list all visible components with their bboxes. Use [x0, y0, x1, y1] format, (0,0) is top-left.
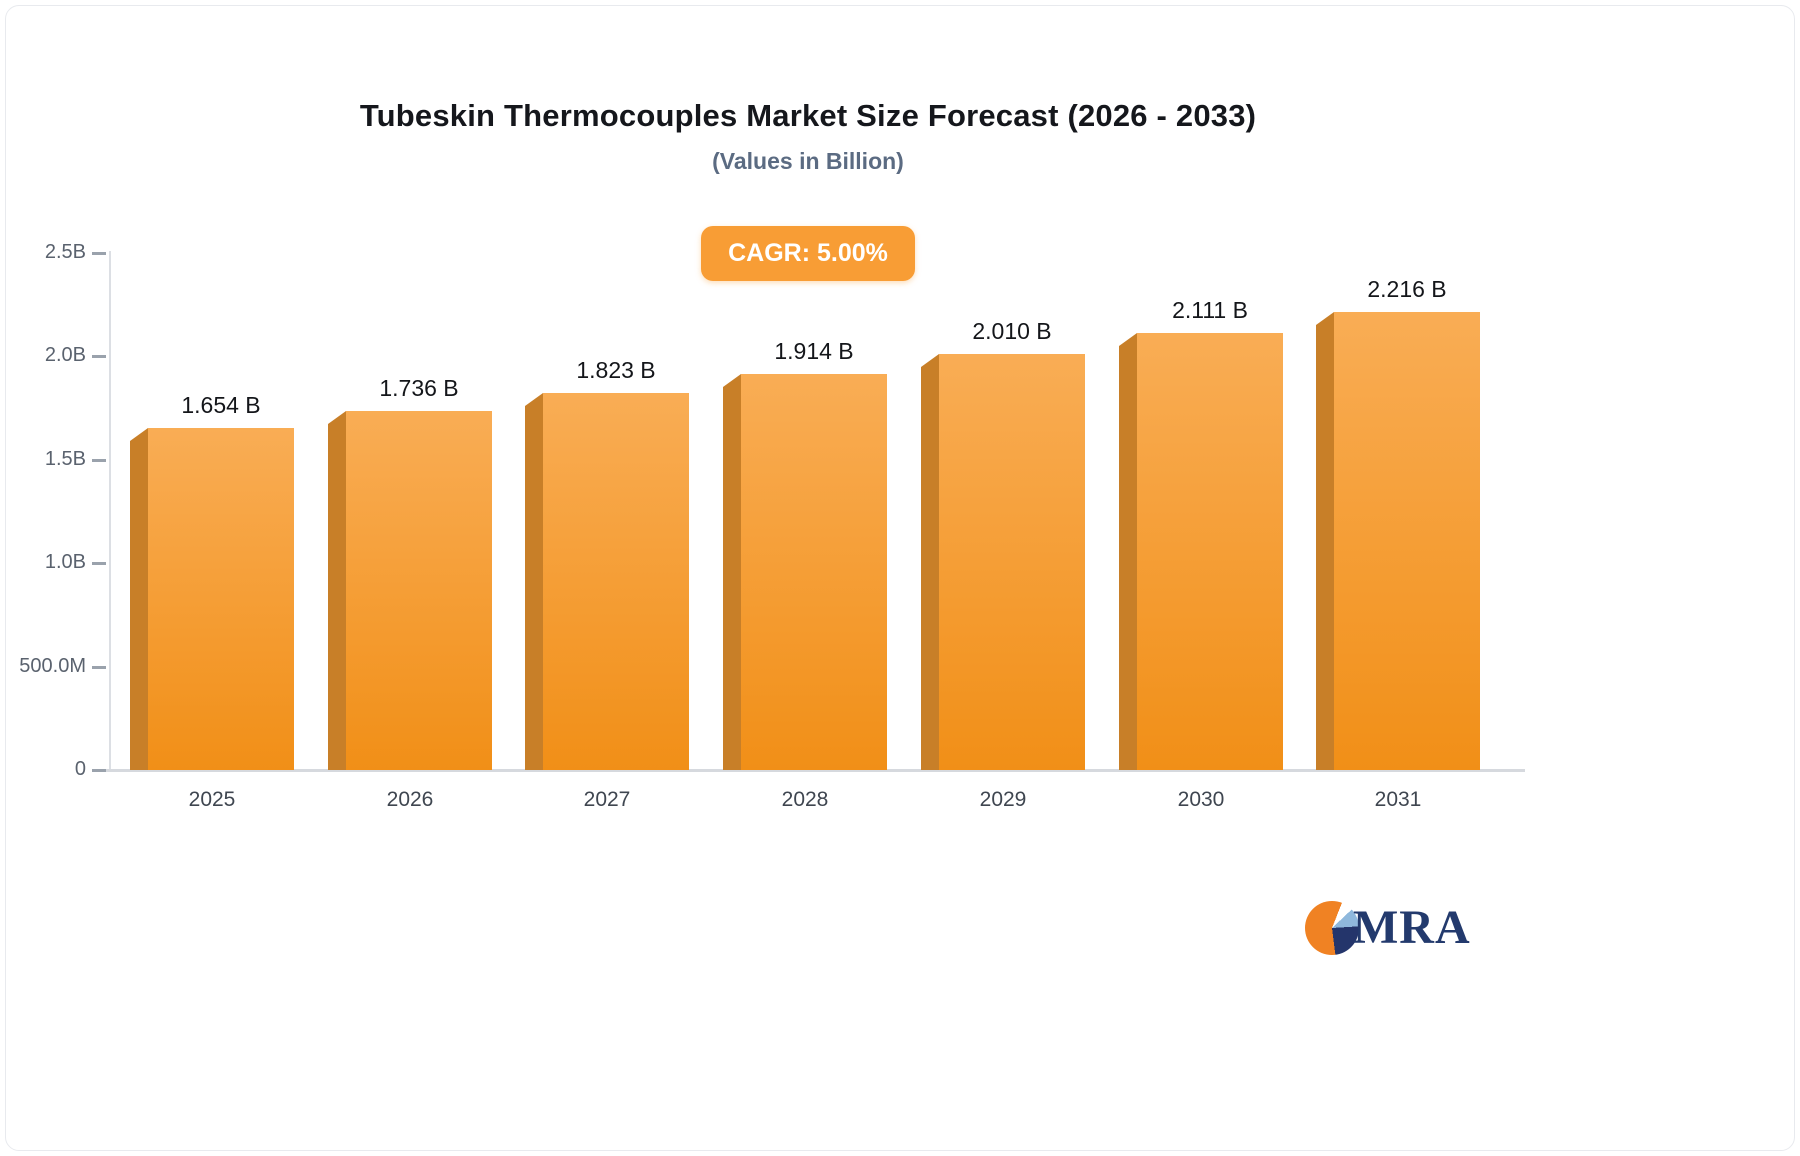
bar-2026: [328, 411, 492, 770]
bar-value-label: 1.914 B: [774, 338, 854, 364]
bar-side-face: [525, 393, 543, 770]
bar-2025: [130, 428, 294, 770]
bar-value-label: 1.823 B: [576, 357, 656, 383]
bar-2030: [1119, 333, 1283, 770]
y-tick-label: 2.5B: [44, 241, 86, 263]
cagr-badge: CAGR: 5.00%: [701, 226, 915, 281]
x-axis-line: [95, 769, 1525, 772]
chart-header: Tubeskin Thermocouples Market Size Forec…: [0, 0, 1616, 175]
bar-front-face: [543, 393, 689, 770]
mra-logo: MRA: [1305, 900, 1471, 955]
x-tick-label: 2031: [1374, 788, 1422, 811]
x-tick-label: 2028: [781, 788, 829, 811]
bar-2028: [723, 374, 887, 770]
bar-front-face: [1137, 333, 1283, 770]
x-tick-label: 2027: [583, 788, 631, 811]
chart-title: Tubeskin Thermocouples Market Size Forec…: [359, 98, 1257, 133]
bar-side-face: [1119, 333, 1137, 770]
y-tick-mark: [92, 252, 106, 255]
y-tick-label: 2.0B: [44, 344, 86, 367]
bar-front-face: [939, 354, 1085, 770]
x-tick-label: 2029: [979, 788, 1027, 811]
bar-front-face: [346, 411, 492, 770]
mra-logo-text: MRA: [1353, 901, 1471, 954]
cagr-badge-wrap: CAGR: 5.00%: [0, 226, 1616, 281]
x-tick-label: 2030: [1177, 788, 1225, 811]
bar-side-face: [130, 428, 148, 770]
bar-value-label: 1.654 B: [181, 392, 261, 418]
x-tick-label: 2025: [188, 788, 236, 811]
bar-value-label: 2.216 B: [1367, 276, 1447, 302]
mra-logo-icon: [1305, 900, 1359, 955]
y-tick-label: 1.5B: [44, 447, 86, 470]
y-tick-mark: [92, 458, 106, 462]
y-tick-label: 1.0B: [44, 551, 86, 574]
bar-2031: [1316, 312, 1480, 770]
bar-front-face: [1334, 312, 1480, 770]
y-tick-mark: [92, 355, 106, 359]
x-tick-label: 2026: [386, 788, 434, 811]
y-axis-line: [109, 251, 111, 772]
chart-subtitle: (Values in Billion): [712, 148, 904, 174]
bar-side-face: [723, 374, 741, 770]
bar-2027: [525, 393, 689, 770]
bar-value-label: 1.736 B: [379, 375, 459, 401]
y-tick-label: 0: [74, 758, 86, 780]
bar-side-face: [328, 411, 346, 770]
y-tick-mark: [92, 665, 106, 669]
bar-side-face: [1316, 312, 1334, 770]
bar-front-face: [741, 374, 887, 770]
bar-side-face: [921, 354, 939, 770]
bar-front-face: [148, 428, 294, 770]
y-tick-label: 500.0M: [19, 654, 86, 677]
bar-2029: [921, 354, 1085, 770]
y-tick-mark: [92, 769, 106, 772]
bar-value-label: 2.111 B: [1172, 297, 1248, 323]
bar-value-label: 2.010 B: [972, 318, 1052, 344]
y-tick-mark: [92, 562, 106, 566]
